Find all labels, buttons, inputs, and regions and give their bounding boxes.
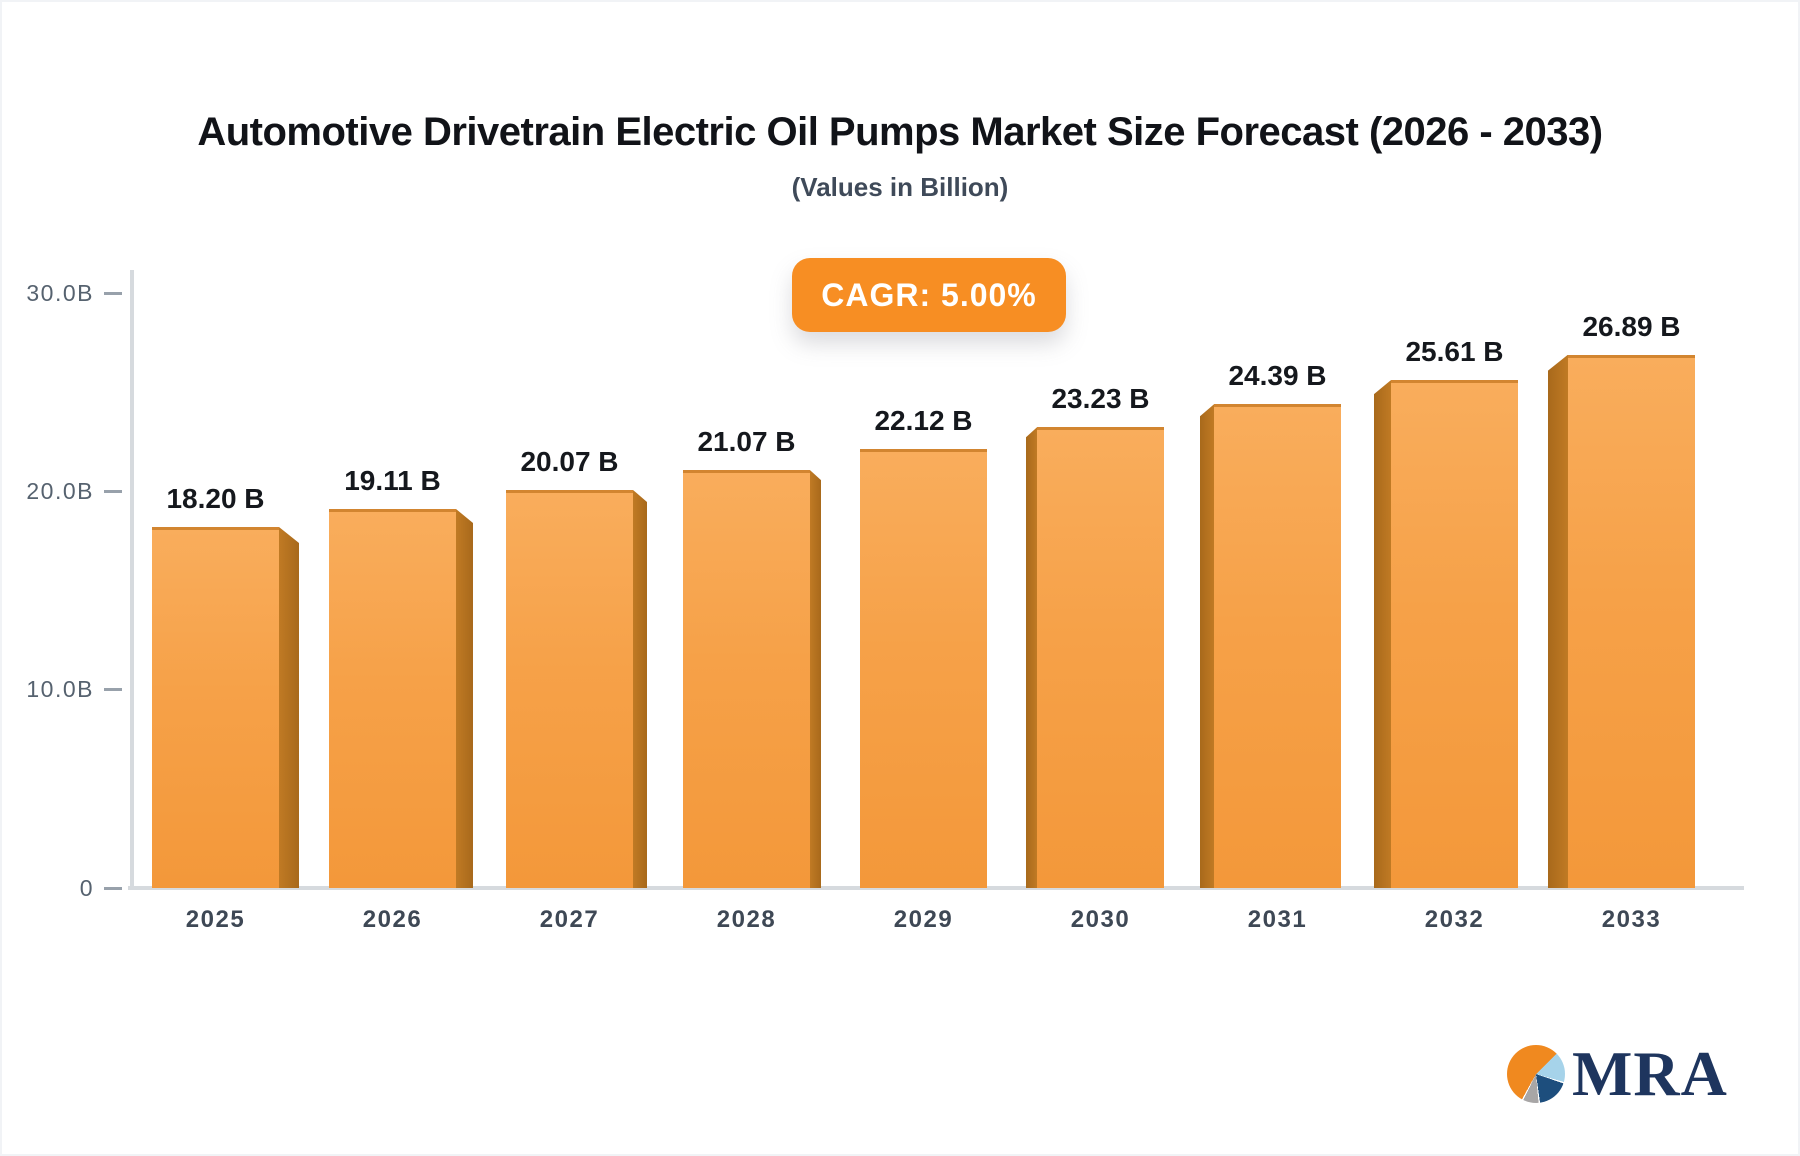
- x-axis-label-2026: 2026: [362, 906, 423, 933]
- bar-face-2025: [152, 527, 279, 888]
- bar-side-2033: [1548, 354, 1568, 888]
- y-axis-label-10: 10.0B: [26, 676, 94, 703]
- bar-side-2026: [456, 508, 473, 888]
- chart-title: Automotive Drivetrain Electric Oil Pumps…: [197, 110, 1603, 154]
- y-axis-line: [130, 270, 134, 888]
- y-axis-tick-30: [104, 291, 122, 295]
- bar-face-2031: [1214, 404, 1341, 888]
- bar-value-label-2027: 20.07 B: [520, 445, 619, 477]
- cagr-badge: CAGR: 5.00%: [792, 258, 1066, 332]
- bar-value-label-2026: 19.11 B: [344, 464, 441, 496]
- y-axis-label-30: 30.0B: [26, 279, 94, 306]
- bar-side-2027: [633, 489, 647, 888]
- x-axis-label-2031: 2031: [1247, 906, 1308, 933]
- y-axis-tick-0: [104, 886, 122, 890]
- bar-face-2030: [1037, 427, 1164, 888]
- bar-side-2028: [810, 470, 821, 888]
- x-axis-label-2032: 2032: [1424, 906, 1485, 933]
- bar-face-2026: [329, 508, 456, 888]
- y-axis-tick-20: [104, 489, 122, 493]
- bar-value-label-2032: 25.61 B: [1405, 336, 1504, 368]
- x-axis-label-2027: 2027: [539, 906, 600, 933]
- y-axis-label-0: 0: [79, 874, 94, 901]
- bar-value-label-2033: 26.89 B: [1582, 310, 1681, 342]
- bar-value-label-2025: 18.20 B: [166, 483, 265, 515]
- chart-subtitle: (Values in Billion): [791, 172, 1009, 202]
- bar-face-2028: [683, 470, 810, 888]
- mra-logo: MRA: [1507, 1039, 1728, 1109]
- x-axis-line: [128, 886, 1744, 890]
- bar-face-2027: [506, 489, 633, 888]
- x-axis-label-2025: 2025: [185, 906, 246, 933]
- x-axis-label-2028: 2028: [716, 906, 777, 933]
- y-axis-tick-10: [104, 688, 122, 692]
- bar-side-2031: [1200, 404, 1214, 888]
- y-axis-label-20: 20.0B: [26, 477, 94, 504]
- bar-value-label-2028: 21.07 B: [697, 426, 796, 458]
- x-axis-label-2033: 2033: [1601, 906, 1662, 933]
- bar-face-2032: [1391, 380, 1518, 888]
- bar-value-label-2030: 23.23 B: [1051, 383, 1150, 415]
- bar-side-2025: [279, 527, 299, 888]
- x-axis-label-2030: 2030: [1070, 906, 1131, 933]
- logo-text: MRA: [1572, 1038, 1728, 1109]
- x-axis-label-2029: 2029: [893, 906, 954, 933]
- pie-chart-icon: [1507, 1045, 1565, 1103]
- bar-side-2032: [1374, 380, 1391, 888]
- bar-face-2029: [860, 449, 987, 888]
- bar-value-label-2029: 22.12 B: [874, 405, 973, 437]
- bar-value-label-2031: 24.39 B: [1228, 360, 1327, 392]
- bar-side-2030: [1026, 427, 1037, 888]
- bar-face-2033: [1568, 354, 1695, 888]
